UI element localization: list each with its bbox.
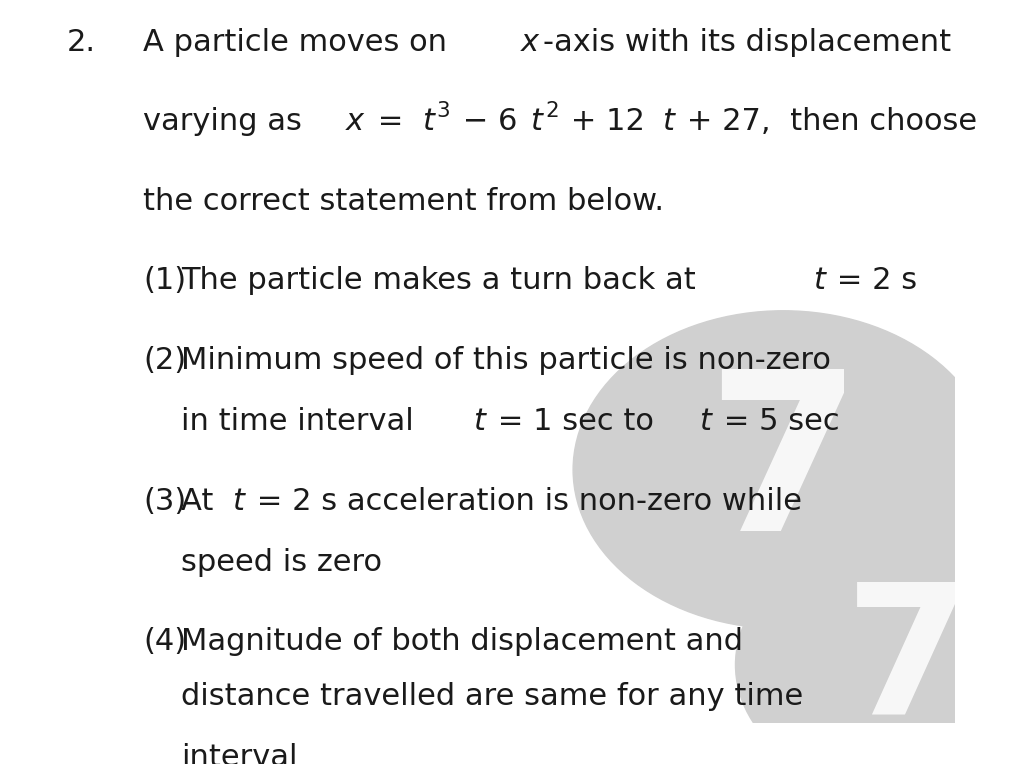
Text: t: t <box>232 487 244 516</box>
Text: (4): (4) <box>143 627 186 656</box>
Text: (1): (1) <box>143 266 186 295</box>
Text: =: = <box>368 107 413 136</box>
Text: = 1 sec to: = 1 sec to <box>487 407 664 436</box>
Text: t: t <box>422 107 434 136</box>
Text: + 27,  then choose: + 27, then choose <box>677 107 977 136</box>
Text: -axis with its displacement: -axis with its displacement <box>543 28 950 57</box>
Text: 2: 2 <box>545 101 559 121</box>
Text: = 2 s: = 2 s <box>827 266 918 295</box>
Text: Minimum speed of this particle is non-zero: Minimum speed of this particle is non-ze… <box>181 345 831 374</box>
Text: (3): (3) <box>143 487 186 516</box>
Text: the correct statement from below.: the correct statement from below. <box>143 186 665 215</box>
Text: 3: 3 <box>436 101 451 121</box>
Text: Magnitude of both displacement and: Magnitude of both displacement and <box>181 627 743 656</box>
Text: t: t <box>530 107 543 136</box>
Text: = 5 sec: = 5 sec <box>714 407 840 436</box>
Text: speed is zero: speed is zero <box>181 548 383 577</box>
Text: t: t <box>473 407 485 436</box>
Text: 2.: 2. <box>67 28 96 57</box>
Circle shape <box>735 535 1024 764</box>
Text: 7: 7 <box>845 577 970 753</box>
Text: = 2 s acceleration is non-zero while: = 2 s acceleration is non-zero while <box>247 487 802 516</box>
Text: + 12: + 12 <box>561 107 645 136</box>
Circle shape <box>573 311 993 629</box>
Text: in time interval: in time interval <box>181 407 424 436</box>
Text: A particle moves on: A particle moves on <box>143 28 457 57</box>
Text: distance travelled are same for any time: distance travelled are same for any time <box>181 681 804 711</box>
Text: 7: 7 <box>706 363 860 577</box>
Text: t: t <box>663 107 675 136</box>
Text: t: t <box>813 266 824 295</box>
Text: x: x <box>346 107 365 136</box>
Text: At: At <box>181 487 223 516</box>
Text: interval: interval <box>181 743 298 764</box>
Text: The particle makes a turn back at: The particle makes a turn back at <box>181 266 706 295</box>
Text: x: x <box>521 28 539 57</box>
Text: t: t <box>699 407 712 436</box>
Text: − 6: − 6 <box>453 107 517 136</box>
Text: (2): (2) <box>143 345 186 374</box>
Text: varying as: varying as <box>143 107 312 136</box>
